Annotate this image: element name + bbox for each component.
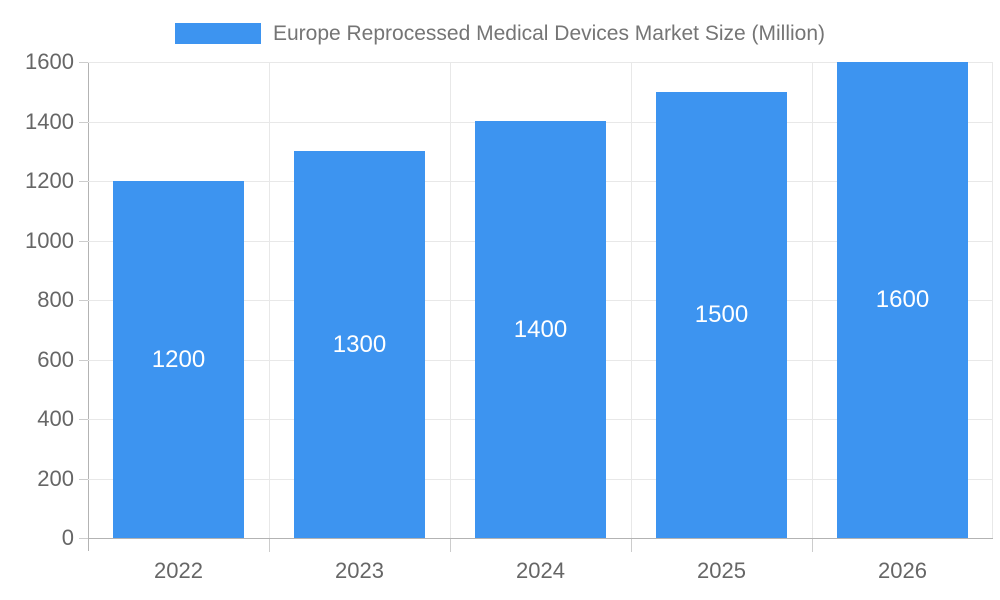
- y-axis-tick-mark: [79, 419, 88, 420]
- y-axis-label-1400: 1400: [25, 109, 74, 134]
- bar-value-label-2026: 1600: [875, 286, 930, 313]
- y-axis-tick-mark: [79, 360, 88, 361]
- y-axis-label-0: 0: [61, 525, 74, 550]
- legend-label: Europe Reprocessed Medical Devices Marke…: [272, 21, 826, 45]
- category-divider-gridline: [812, 62, 813, 538]
- category-divider-gridline: [631, 62, 632, 538]
- y-axis-tick-mark: [79, 479, 88, 480]
- y-axis-line: [88, 62, 89, 551]
- bar-2026[interactable]: [837, 62, 968, 538]
- bar-2022[interactable]: [113, 181, 244, 538]
- category-divider-gridline: [450, 62, 451, 538]
- y-axis-tick-mark: [79, 122, 88, 123]
- x-axis-tick-mark: [450, 539, 451, 552]
- x-axis-label-2023: 2023: [335, 558, 384, 583]
- gridline-1600: [88, 62, 993, 63]
- y-axis-tick-mark: [79, 300, 88, 301]
- bar-value-label-2022: 1200: [151, 346, 206, 373]
- bar-2025[interactable]: [656, 92, 787, 538]
- y-axis-label-800: 800: [37, 287, 74, 312]
- bar-value-label-2024: 1400: [513, 316, 568, 343]
- y-axis-label-1600: 1600: [25, 49, 74, 74]
- legend-color-swatch-icon: [174, 22, 261, 44]
- bar-value-label-2025: 1500: [694, 301, 749, 328]
- y-axis-label-1200: 1200: [25, 168, 74, 193]
- x-axis-label-2024: 2024: [516, 558, 565, 583]
- y-axis-tick-mark: [79, 181, 88, 182]
- x-axis-tick-mark: [812, 539, 813, 552]
- y-axis-tick-mark: [79, 538, 88, 539]
- y-axis-tick-mark: [79, 241, 88, 242]
- y-axis-label-1000: 1000: [25, 228, 74, 253]
- legend-item-europe-reprocessed-medical-devices-market-size[interactable]: Europe Reprocessed Medical Devices Marke…: [174, 21, 826, 45]
- y-axis-label-200: 200: [37, 466, 74, 491]
- x-axis-tick-mark: [269, 539, 270, 552]
- bar-2023[interactable]: [294, 151, 425, 538]
- gridline-baseline-0: [88, 538, 993, 539]
- category-divider-gridline: [269, 62, 270, 538]
- y-axis-label-600: 600: [37, 347, 74, 372]
- x-axis-label-2026: 2026: [878, 558, 927, 583]
- x-axis-label-2025: 2025: [697, 558, 746, 583]
- x-axis-label-2022: 2022: [154, 558, 203, 583]
- plot-right-edge-gridline: [992, 62, 993, 538]
- x-axis-tick-mark: [631, 539, 632, 552]
- y-axis-tick-mark: [79, 62, 88, 63]
- bar-value-label-2023: 1300: [332, 331, 387, 358]
- chart-legend: Europe Reprocessed Medical Devices Marke…: [0, 16, 1000, 50]
- y-axis-label-400: 400: [37, 406, 74, 431]
- bar-2024[interactable]: [475, 121, 606, 538]
- plot-area: 1200 1300 1400 1500 1600: [88, 62, 993, 539]
